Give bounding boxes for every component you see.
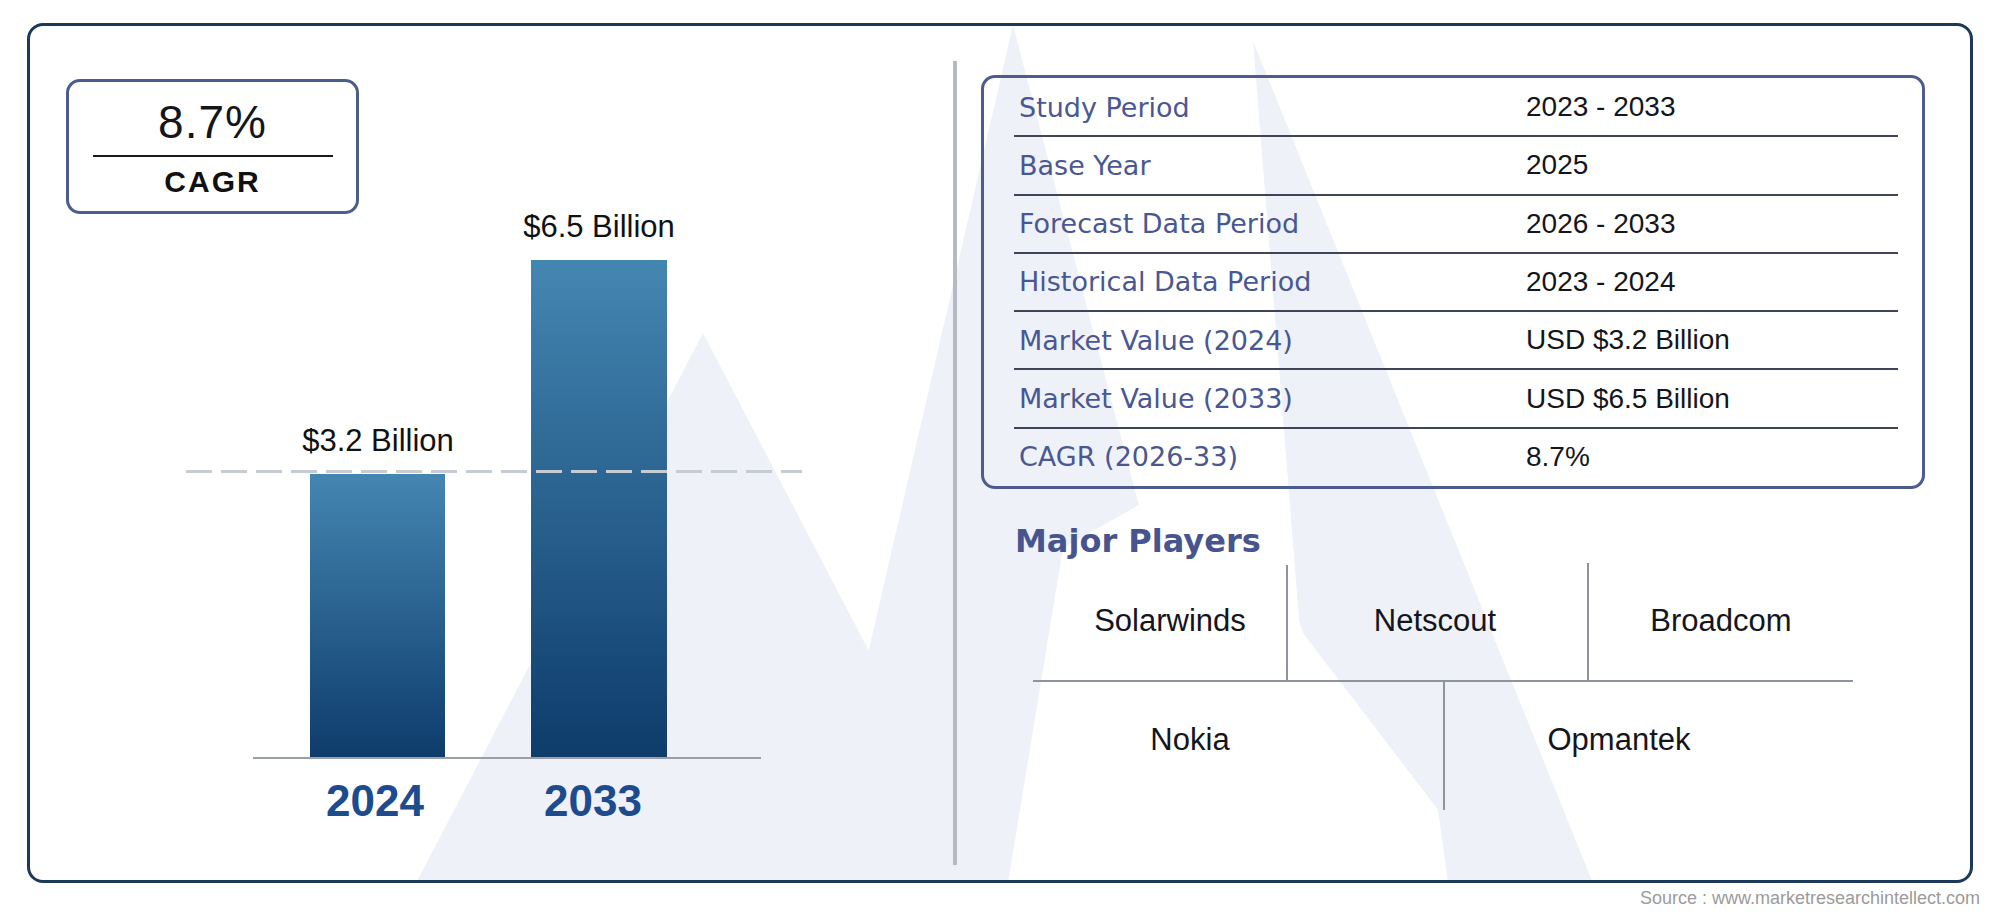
x-tick-2033: 2033 bbox=[544, 776, 642, 826]
row-label: Market Value (2033) bbox=[1019, 383, 1293, 414]
row-value: 2025 bbox=[1526, 149, 1588, 181]
bar-value-label-2024: $3.2 Billion bbox=[302, 423, 454, 459]
cagr-value: 8.7% bbox=[158, 95, 267, 149]
table-row: Market Value (2033) USD $6.5 Billion bbox=[984, 369, 1922, 427]
row-label: CAGR (2026-33) bbox=[1019, 441, 1238, 472]
table-row: CAGR (2026-33) 8.7% bbox=[984, 428, 1922, 486]
bar-value-label-2033: $6.5 Billion bbox=[523, 209, 675, 245]
players-grid-vline-2 bbox=[1587, 563, 1589, 680]
infographic-frame: 8.7% CAGR $3.2 Billion $6.5 Billion 2024… bbox=[27, 23, 1973, 883]
source-credit: Source : www.marketresearchintellect.com bbox=[1640, 888, 1980, 909]
study-summary-table: Study Period 2023 - 2033 Base Year 2025 … bbox=[981, 75, 1925, 489]
x-axis-line bbox=[253, 757, 761, 759]
table-row: Historical Data Period 2023 - 2024 bbox=[984, 253, 1922, 311]
player-name: Broadcom bbox=[1650, 603, 1791, 639]
row-value: USD $6.5 Billion bbox=[1526, 383, 1730, 415]
row-label: Forecast Data Period bbox=[1019, 208, 1299, 239]
players-grid-vline-1 bbox=[1286, 565, 1288, 680]
player-name: Opmantek bbox=[1547, 722, 1690, 758]
table-row: Market Value (2024) USD $3.2 Billion bbox=[984, 311, 1922, 369]
players-grid-vline-3 bbox=[1443, 682, 1445, 810]
row-label: Historical Data Period bbox=[1019, 266, 1311, 297]
reference-dashed-line bbox=[186, 470, 802, 473]
cagr-label: CAGR bbox=[164, 165, 260, 199]
row-label: Base Year bbox=[1019, 150, 1151, 181]
major-players-title: Major Players bbox=[1015, 522, 1261, 560]
row-label: Study Period bbox=[1019, 92, 1190, 123]
table-row: Forecast Data Period 2026 - 2033 bbox=[984, 195, 1922, 253]
bar-2024 bbox=[310, 474, 445, 757]
player-name: Solarwinds bbox=[1094, 603, 1246, 639]
table-row: Study Period 2023 - 2033 bbox=[984, 78, 1922, 136]
vertical-section-divider bbox=[953, 61, 957, 865]
player-name: Nokia bbox=[1150, 722, 1229, 758]
row-value: 2026 - 2033 bbox=[1526, 208, 1675, 240]
player-name: Netscout bbox=[1374, 603, 1496, 639]
row-value: 8.7% bbox=[1526, 441, 1590, 473]
table-row: Base Year 2025 bbox=[984, 136, 1922, 194]
row-value: 2023 - 2033 bbox=[1526, 91, 1675, 123]
row-label: Market Value (2024) bbox=[1019, 325, 1293, 356]
bar-2033 bbox=[531, 260, 667, 757]
x-tick-2024: 2024 bbox=[326, 776, 424, 826]
cagr-badge: 8.7% CAGR bbox=[66, 79, 359, 214]
cagr-divider-line bbox=[93, 155, 333, 157]
row-value: USD $3.2 Billion bbox=[1526, 324, 1730, 356]
row-value: 2023 - 2024 bbox=[1526, 266, 1675, 298]
